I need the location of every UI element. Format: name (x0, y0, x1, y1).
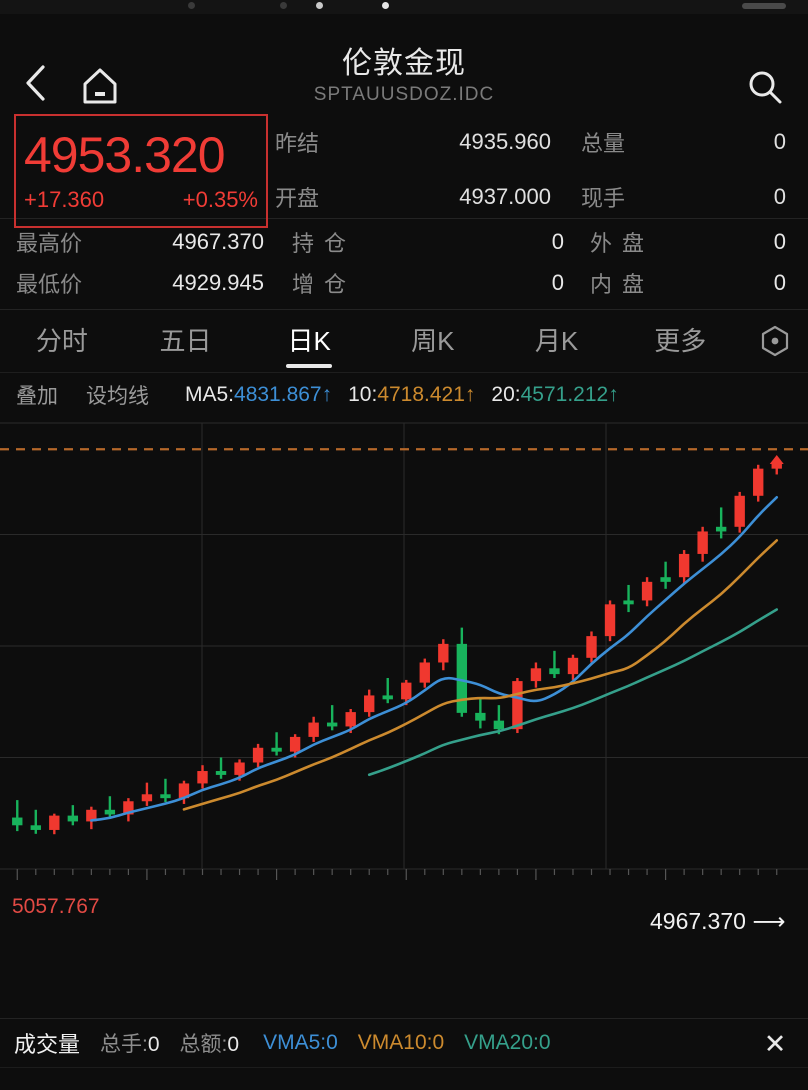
total-volume-value: 0 (773, 128, 786, 154)
vma20-value: VMA20:0 (464, 1031, 551, 1054)
position-change-label: 增仓 (292, 271, 357, 297)
home-icon (83, 68, 117, 104)
chart-canvas (0, 422, 808, 880)
open-label: 开盘 (275, 185, 320, 211)
price-change: +17.360 (24, 187, 105, 212)
inner-disc-label: 内盘 (590, 271, 655, 297)
inner-disc-value: 0 (773, 269, 786, 295)
quote-secondary: 最高价 4967.370 持仓 0 外盘 0 最低价 4929.945 增仓 0… (0, 219, 808, 303)
tab-daily-k[interactable]: 日K (247, 310, 371, 372)
vma10-value: VMA10:0 (357, 1031, 445, 1054)
open-value: 4937.000 (459, 183, 551, 209)
chevron-left-icon (26, 65, 45, 101)
prev-close-label: 昨结 (275, 130, 320, 156)
status-icon (280, 2, 287, 9)
total-amount: 总额:0 (180, 1028, 240, 1058)
divider (0, 218, 808, 219)
tab-weekly-k[interactable]: 周K (411, 326, 455, 356)
page-title: 伦敦金现 (342, 47, 466, 80)
total-hand: 总手:0 (100, 1028, 160, 1058)
quote-row: 开盘 4937.000 现手 0 (275, 169, 808, 224)
vma5-value: VMA5:0 (263, 1031, 338, 1054)
low-label: 最低价 (16, 271, 83, 297)
last-price: 4953.320 (24, 127, 226, 183)
total-amount-label: 总额: (179, 1033, 228, 1056)
volume-pane (0, 1067, 808, 1090)
status-icon (316, 2, 323, 9)
period-high-callout: 4967.370 ⟶ (650, 908, 786, 934)
tab-five-day[interactable]: 五日 (159, 326, 212, 356)
quote-panel: 4953.320 +17.360 +0.35% 昨结 4935.960 总量 0… (0, 108, 808, 309)
outer-disc-value: 0 (773, 228, 786, 254)
symbol-code: SPTAUUSDOZ.IDC (313, 84, 495, 105)
ma20-value: 4571.212 (520, 383, 609, 406)
table-row: 最低价 4929.945 增仓 0 内盘 0 (0, 262, 808, 303)
app-header: 伦敦金现 SPTAUUSDOZ.IDC (0, 14, 808, 108)
price-highlight-box[interactable]: 4953.320 +17.360 +0.35% (14, 114, 268, 228)
tab-monthly-k[interactable]: 月K (534, 326, 579, 356)
high-label: 最高价 (16, 230, 83, 256)
status-icon (382, 2, 389, 9)
y-axis-top-label: 5057.767 (12, 895, 100, 918)
ma5-label: MA5: (185, 383, 235, 406)
ma20-arrow: ↑ (608, 383, 619, 406)
current-hand-value: 0 (773, 183, 786, 209)
candlestick-chart[interactable]: 5057.767 4482.514 3907.261 4967.370 ⟶ ⟵3… (0, 417, 808, 1018)
ma10-label: 10: (348, 383, 378, 406)
chart-period-tabs: 分时 五日 日K 周K 月K 更多 (0, 310, 808, 372)
set-ma-button[interactable]: 设均线 (86, 385, 149, 408)
position-value: 0 (551, 228, 564, 254)
ma-indicator-row: 叠加 设均线 MA5: 4831.867 ↑ 10: 4718.421 ↑ 20: 457… (0, 372, 808, 417)
tab-more[interactable]: 更多 (654, 326, 707, 356)
low-value: 4929.945 (172, 269, 264, 295)
table-row: 最高价 4967.370 持仓 0 外盘 0 (0, 221, 808, 262)
ma5-value: 4831.867 (234, 383, 322, 406)
hexagon-settings-icon (761, 325, 789, 357)
quote-columns: 昨结 4935.960 总量 0 开盘 4937.000 现手 0 (275, 114, 808, 224)
status-icon (188, 2, 195, 9)
close-volume-pane-button[interactable]: ✕ (763, 1028, 787, 1059)
prev-close-value: 4935.960 (459, 128, 551, 154)
battery-icon (742, 3, 786, 9)
high-value: 4967.370 (172, 228, 264, 254)
header-titles: 伦敦金现 SPTAUUSDOZ.IDC (0, 46, 808, 108)
quote-row: 昨结 4935.960 总量 0 (275, 114, 808, 169)
total-volume-label: 总量 (581, 130, 626, 156)
search-icon (749, 71, 782, 104)
ma-values: MA5: 4831.867 ↑ 10: 4718.421 ↑ 20: 4571.212 ↑ (185, 383, 619, 407)
total-hand-label: 总手: (100, 1033, 148, 1056)
volume-indicator-bar: 成交量 总手:0 总额:0 VMA5:0 VMA10:0 VMA20:0 ✕ (0, 1018, 808, 1067)
current-hand-label: 现手 (581, 185, 626, 211)
status-bar (0, 0, 808, 14)
position-change-value: 0 (551, 269, 564, 295)
price-change-percent: +0.35% (182, 187, 258, 212)
search-button[interactable] (744, 66, 786, 108)
ma20-label: 20: (491, 383, 521, 406)
position-label: 持仓 (292, 230, 357, 256)
back-button[interactable] (18, 65, 52, 101)
ma10-arrow: ↑ (464, 383, 476, 406)
volume-title: 成交量 (14, 1032, 81, 1057)
total-amount-value: 0 (227, 1033, 240, 1056)
home-button[interactable] (78, 66, 122, 106)
tab-intraday[interactable]: 分时 (35, 326, 88, 356)
chart-settings-button[interactable] (742, 310, 808, 372)
ma5-arrow: ↑ (321, 383, 333, 406)
divider (0, 309, 808, 310)
total-hand-value: 0 (147, 1033, 160, 1056)
overlay-button[interactable]: 叠加 (16, 385, 58, 408)
outer-disc-label: 外盘 (590, 230, 655, 256)
ma10-value: 4718.421 (377, 383, 465, 406)
